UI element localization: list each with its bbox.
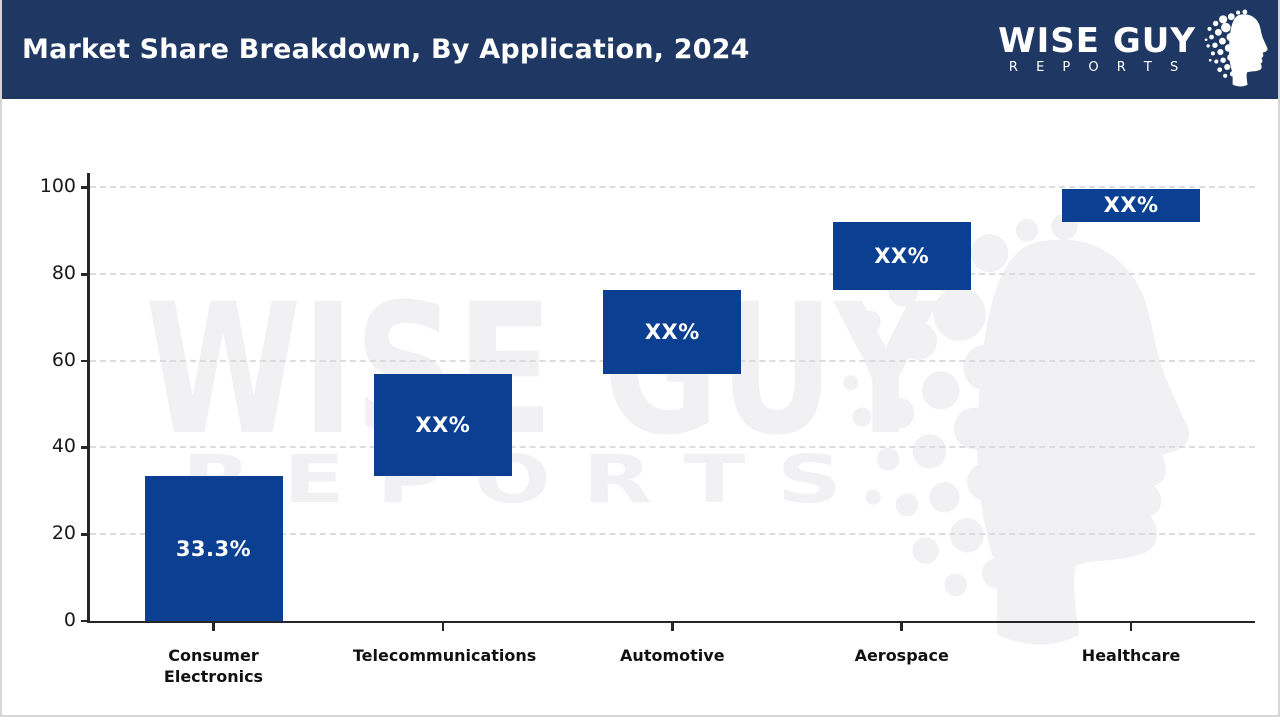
y-tick-label: 100 [39, 175, 76, 198]
y-tick-label: 60 [51, 348, 76, 371]
logo-name: WISE GUY [998, 21, 1196, 61]
y-tick-mark [81, 533, 90, 536]
x-category-label: Healthcare [1081, 645, 1181, 665]
chart-plot-area: WISE GUY R E P O R T S 0 20 40 60 80 100 33.3%… [2, 99, 1278, 715]
wise-guy-logo: WISE GUY R E P O R T S [998, 4, 1278, 96]
x-axis-spine [87, 620, 1255, 624]
y-axis-spine [87, 173, 90, 624]
x-tick-mark [441, 622, 445, 631]
bar-value-label: 33.3% [175, 536, 252, 561]
bar-automotive: XX% [603, 290, 742, 375]
x-category-label: Telecommunications [352, 645, 537, 665]
bar-value-label: XX% [415, 413, 471, 438]
y-tick-mark [81, 359, 90, 363]
y-tick-label: 80 [51, 261, 76, 284]
y-tick-mark [81, 619, 90, 623]
x-tick-mark [212, 622, 215, 631]
y-tick-mark [81, 272, 90, 276]
y-tick-mark [81, 186, 90, 189]
y-tick-label: 40 [51, 435, 76, 458]
gridline-y-80 [90, 272, 1255, 275]
bar-value-label: XX% [1103, 193, 1159, 218]
logo-head-icon [1204, 9, 1268, 86]
bar-value-label: XX% [644, 320, 700, 345]
gridline-y-20 [90, 533, 1255, 536]
x-tick-mark [671, 622, 674, 631]
logo-text: WISE GUY R E P O R T S [998, 24, 1196, 75]
x-tick-mark [1129, 622, 1133, 631]
bar-healthcare: XX% [1062, 189, 1201, 222]
logo-tagline: R E P O R T S [1008, 60, 1186, 75]
x-tick-mark [900, 622, 903, 631]
bar-consumer-electronics: 33.3% [144, 476, 283, 621]
bar-aerospace: XX% [832, 221, 971, 290]
y-tick-mark [81, 446, 90, 449]
gridline-y-40 [90, 446, 1255, 449]
x-category-label: Aerospace [854, 645, 949, 665]
x-category-label: Consumer Electronics [163, 645, 264, 686]
header: Market Share Breakdown, By Application, … [2, 0, 1278, 99]
gridline-y-100 [90, 186, 1255, 189]
bar-value-label: XX% [874, 243, 930, 268]
y-tick-label: 20 [51, 522, 76, 545]
bar-telecommunications: XX% [373, 374, 512, 477]
x-category-label: Automotive [620, 645, 725, 665]
y-tick-label: 0 [63, 608, 76, 631]
chart-title: Market Share Breakdown, By Application, … [22, 34, 750, 65]
